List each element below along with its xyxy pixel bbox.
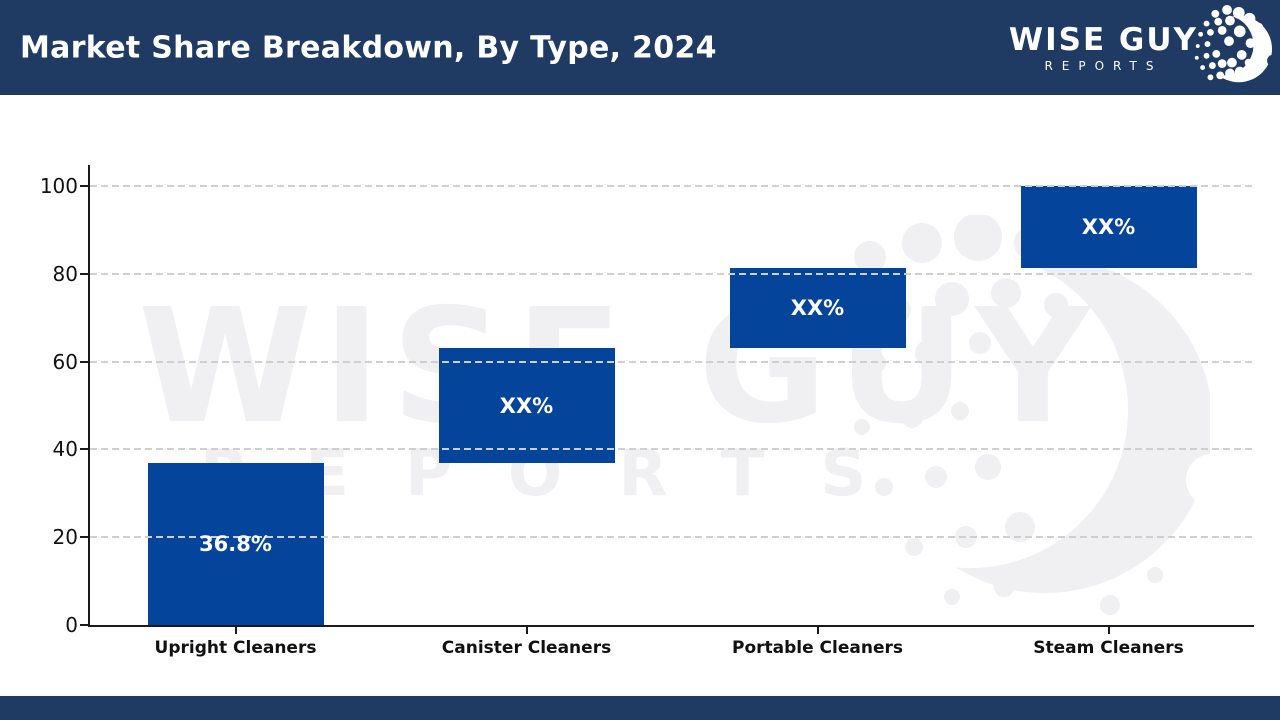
- plot-area: 0 20 40 60 80 100 Upright Cleaners Canister Cle…: [40, 165, 1254, 658]
- y-tick: [80, 360, 88, 363]
- gridline: [90, 185, 1254, 187]
- x-tick: [816, 627, 819, 634]
- y-tick: [80, 448, 88, 451]
- bar-value-label: XX%: [499, 393, 554, 418]
- gridline: [90, 272, 1254, 275]
- logo-subtitle: REPORTS: [1044, 59, 1163, 74]
- x-tick: [525, 627, 528, 634]
- logo-face-icon: [1192, 5, 1272, 83]
- y-tick-label: 0: [65, 613, 78, 637]
- y-tick-label: 40: [52, 437, 78, 462]
- logo-wordmark: WISE GUY: [1008, 21, 1198, 58]
- bar-segment: [438, 348, 615, 464]
- x-category-label: Steam Cleaners: [1033, 638, 1184, 658]
- gridline: [90, 448, 1254, 451]
- gridline: [90, 536, 1254, 539]
- bar-segment: [147, 463, 324, 625]
- bar-value-label: XX%: [790, 296, 845, 321]
- y-tick: [80, 272, 88, 275]
- y-tick: [80, 536, 88, 539]
- header-bar: Market Share Breakdown, By Type, 2024 WI…: [0, 0, 1280, 95]
- y-tick-label: 80: [52, 261, 78, 286]
- y-tick-label: 20: [52, 525, 78, 550]
- y-tick-label: 60: [52, 349, 78, 374]
- logo-text: WISE GUY REPORTS: [1008, 21, 1198, 74]
- y-tick: [80, 624, 88, 626]
- x-tick: [1107, 627, 1110, 634]
- x-category-label: Portable Cleaners: [731, 638, 903, 658]
- x-tick: [234, 627, 237, 634]
- page-title: Market Share Breakdown, By Type, 2024: [20, 30, 717, 65]
- y-tick: [80, 185, 88, 187]
- y-tick-label: 100: [39, 174, 78, 198]
- wise-guy-logo: WISE GUY REPORTS: [1009, 4, 1272, 92]
- footer-bar: [0, 696, 1280, 720]
- x-category-label: Upright Cleaners: [154, 638, 317, 658]
- bar-value-label: 36.8%: [199, 532, 272, 557]
- x-category-label: Canister Cleaners: [441, 638, 612, 658]
- bar-value-label: XX%: [1081, 215, 1136, 240]
- gridline: [90, 360, 1254, 363]
